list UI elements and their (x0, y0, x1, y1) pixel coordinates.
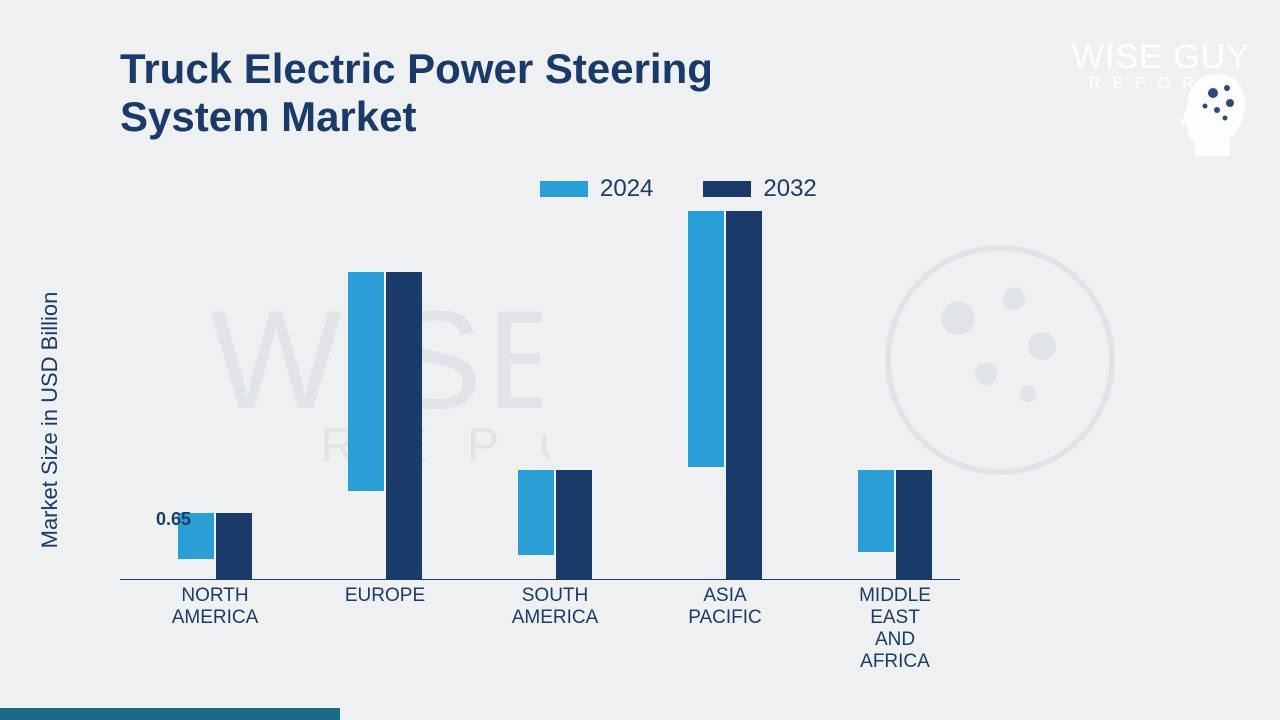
bottom-accent-bar (0, 708, 340, 720)
plot-region: 0.65 (120, 190, 960, 580)
bar-2032 (556, 470, 592, 580)
bar-2032 (896, 470, 932, 580)
bar-2032 (386, 272, 422, 580)
brand-logo: WISE GUY REPORTS (1072, 38, 1250, 93)
chart-area: 2024 2032 Market Size in USD Billion 0.6… (60, 170, 960, 670)
bar-2032 (216, 513, 252, 580)
brand-head-icon (1175, 68, 1255, 158)
bar-group (320, 272, 450, 580)
bar-group: 0.65 (150, 513, 280, 580)
x-axis-category-label: NORTHAMERICA (150, 585, 280, 629)
bar-group (830, 470, 960, 580)
bar-2024 (688, 211, 724, 466)
bar-2032 (726, 211, 762, 580)
bar-2024 (518, 470, 554, 555)
chart-title: Truck Electric Power Steering System Mar… (120, 45, 740, 142)
bar-2024 (858, 470, 894, 552)
y-axis-label: Market Size in USD Billion (37, 292, 63, 549)
bar-2024 (348, 272, 384, 492)
bar-group (490, 470, 620, 580)
bar-value-label: 0.65 (156, 509, 191, 530)
bar-group (660, 211, 790, 580)
x-axis-labels: NORTHAMERICA EUROPE SOUTHAMERICA ASIAPACIFI… (120, 585, 960, 685)
x-axis-category-label: MIDDLEEASTANDAFRICA (830, 585, 960, 672)
page-root: WISE GUY REPORTS WISE GUY REPORTS Truck … (0, 0, 1280, 720)
x-axis-category-label: EUROPE (320, 585, 450, 607)
x-axis-category-label: SOUTHAMERICA (490, 585, 620, 629)
x-axis-category-label: ASIAPACIFIC (660, 585, 790, 629)
